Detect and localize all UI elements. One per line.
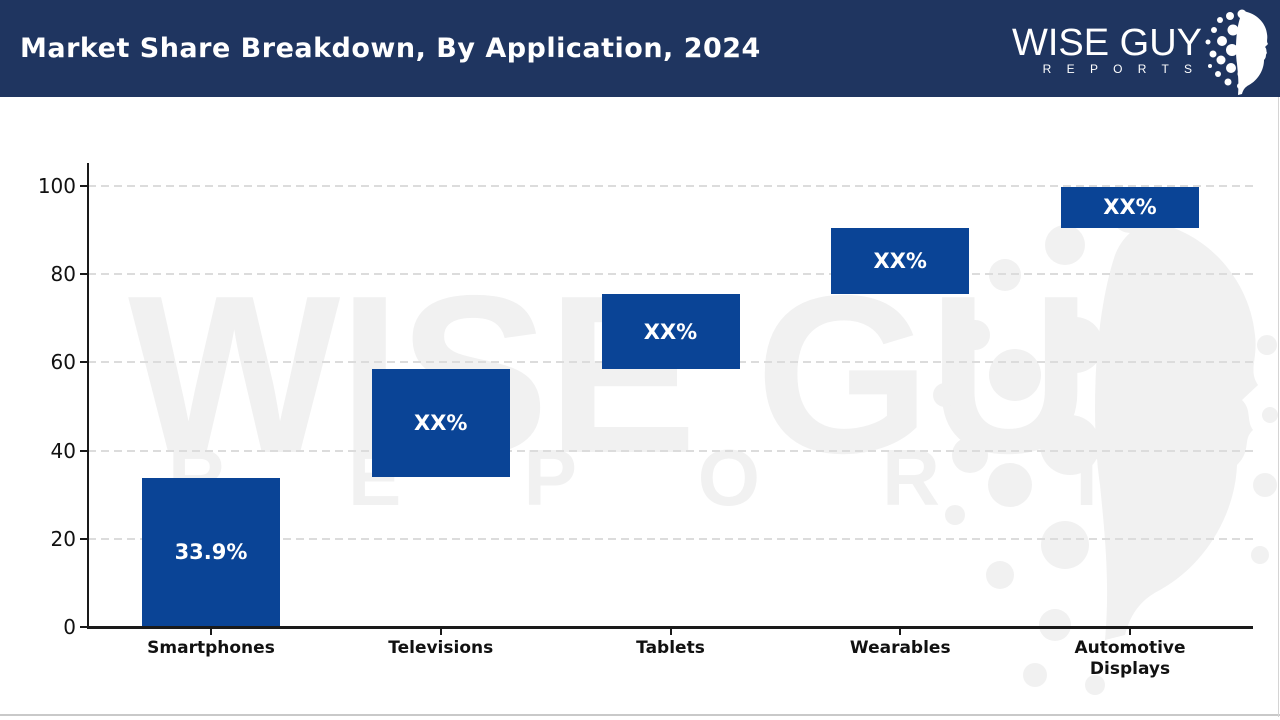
y-tick-mark [80,185,88,187]
y-tick-label: 100 [37,174,76,198]
grid-line [88,449,1253,452]
y-tick-label: 0 [63,615,76,639]
y-tick-mark [80,537,88,540]
y-tick-mark [80,273,88,276]
x-tick-mark [1129,627,1131,635]
y-tick-mark [80,626,88,628]
page-title: Market Share Breakdown, By Application, … [20,33,761,64]
category-label: Televisions [388,638,494,658]
x-tick-mark [669,627,672,635]
logo-tagline: R E P O R T S [1042,62,1198,76]
logo-name: WISE GUY [1011,22,1202,64]
bar-smartphones: 33.9% [142,477,280,627]
grid-line [88,185,1253,187]
x-tick-mark [439,627,442,635]
logo: WISE GUY R E P O R T S [1012,6,1270,95]
bar-automotive-displays: XX% [1061,186,1199,228]
category-label: Wearables [849,638,951,658]
y-axis-line [87,163,89,628]
y-tick-label: 60 [50,350,76,375]
y-tick-mark [80,361,88,364]
y-tick-label: 20 [50,526,76,551]
bar-wearables: XX% [831,227,970,295]
bar-tablets: XX% [601,294,740,369]
y-tick-label: 80 [50,262,76,287]
right-border-line [1278,97,1279,717]
grid-line [88,273,1253,276]
bar-value-label: XX% [1103,195,1157,220]
x-tick-mark [210,627,212,635]
grid-line [88,537,1253,540]
category-label: Automotive Displays [1074,638,1186,680]
bar-value-label: XX% [643,319,698,344]
bar-value-label: 33.9% [174,540,248,565]
y-tick-label: 40 [50,438,76,463]
category-label: Smartphones [147,638,275,658]
category-label: Tablets [636,638,705,658]
x-tick-mark [899,627,902,635]
y-tick-mark [80,449,88,452]
bottom-border-line [0,714,1280,716]
bar-value-label: XX% [873,249,927,274]
header-bar: Market Share Breakdown, By Application, … [0,0,1280,97]
bar-value-label: XX% [414,411,468,436]
watermark-face-icon [933,197,1278,695]
x-axis-line [87,626,1253,629]
logo-face-icon [1205,9,1268,95]
bar-televisions: XX% [371,369,510,478]
